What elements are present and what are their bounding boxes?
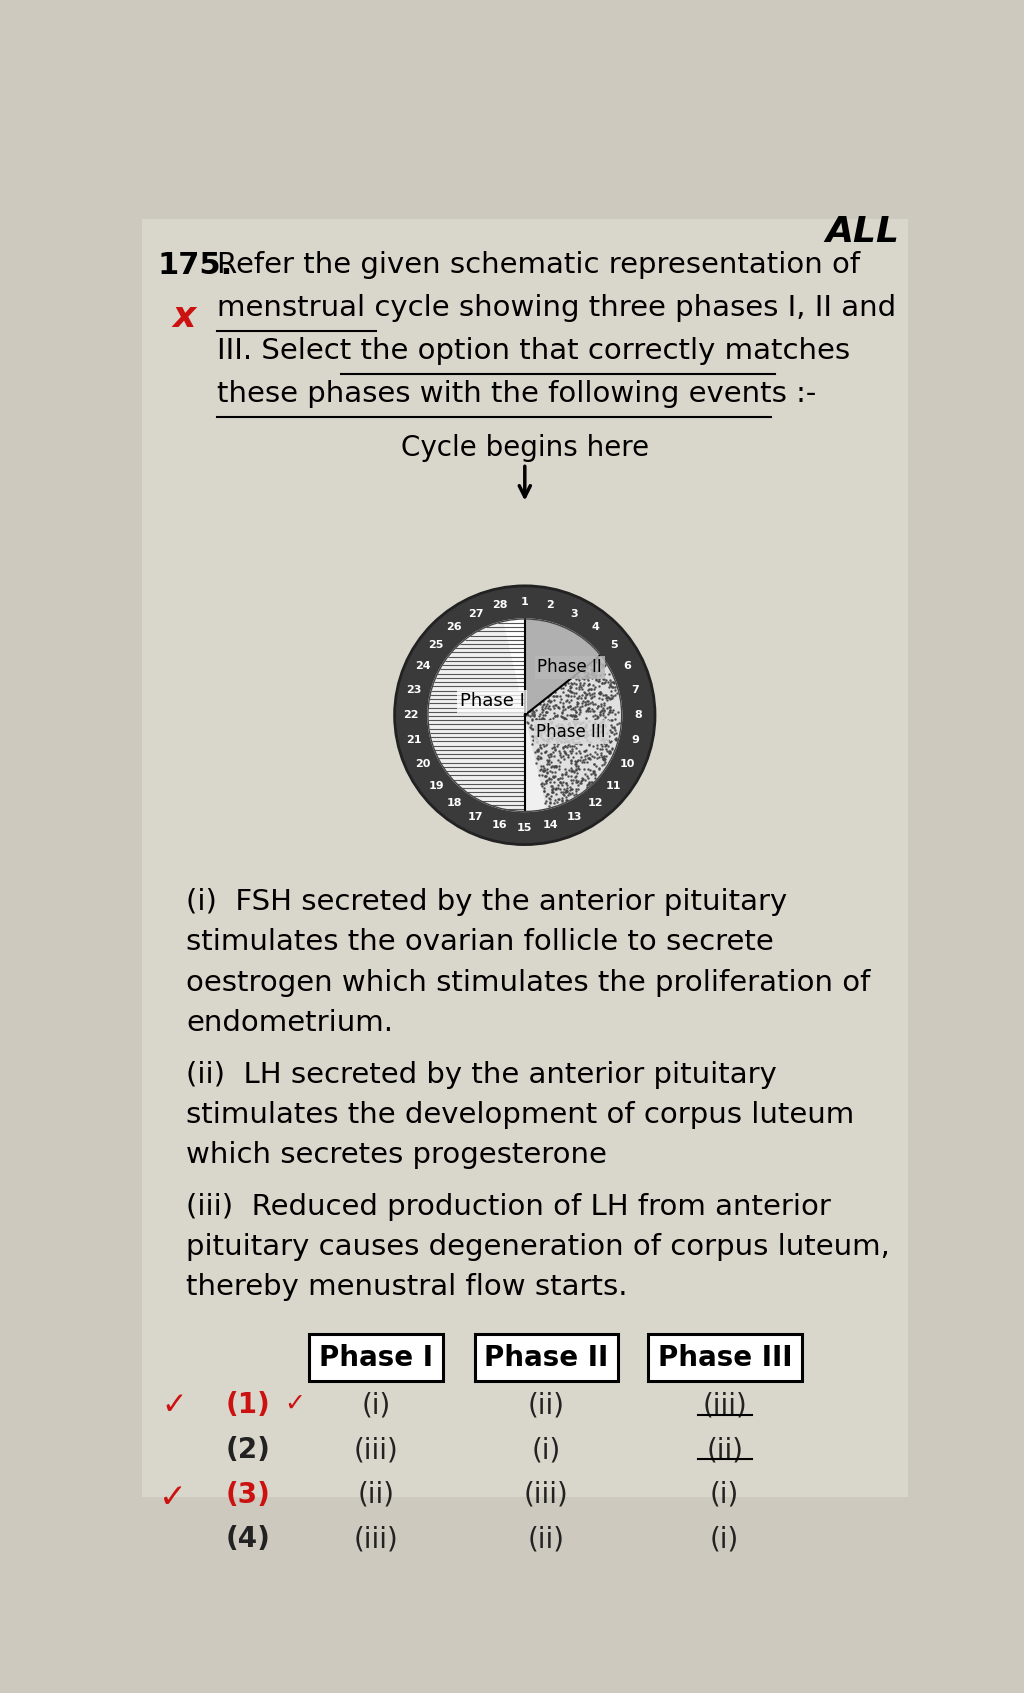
Text: (iii): (iii)	[702, 1392, 748, 1419]
Text: 8: 8	[635, 709, 642, 720]
Text: (iii)  Reduced production of LH from anterior: (iii) Reduced production of LH from ante…	[186, 1194, 831, 1221]
Text: Phase III: Phase III	[657, 1344, 792, 1371]
Text: 26: 26	[446, 621, 462, 631]
Text: 23: 23	[407, 686, 422, 696]
Text: stimulates the development of corpus luteum: stimulates the development of corpus lut…	[186, 1100, 854, 1129]
Wedge shape	[524, 655, 622, 809]
Text: (iii): (iii)	[353, 1436, 398, 1464]
Text: (ii): (ii)	[528, 1525, 565, 1554]
Text: 22: 22	[403, 709, 419, 720]
Text: 27: 27	[468, 608, 483, 618]
Text: which secretes progesterone: which secretes progesterone	[186, 1141, 607, 1168]
Wedge shape	[524, 620, 600, 714]
Text: 18: 18	[446, 799, 462, 808]
Text: 10: 10	[620, 758, 635, 769]
Text: (iii): (iii)	[524, 1481, 569, 1508]
Text: menstrual cycle showing three phases I, II and: menstrual cycle showing three phases I, …	[217, 295, 896, 322]
Text: (i): (i)	[710, 1481, 739, 1508]
Text: ✓: ✓	[162, 1392, 187, 1420]
Text: 21: 21	[407, 735, 422, 745]
Text: 14: 14	[543, 819, 558, 830]
Text: ✓: ✓	[284, 1392, 305, 1415]
Text: Phase II: Phase II	[538, 659, 602, 677]
Text: 15: 15	[517, 823, 532, 833]
Text: 12: 12	[588, 799, 603, 808]
Text: x: x	[172, 300, 196, 334]
Text: 4: 4	[592, 621, 599, 631]
Text: 9: 9	[632, 735, 639, 745]
Text: stimulates the ovarian follicle to secrete: stimulates the ovarian follicle to secre…	[186, 928, 774, 957]
Text: III. Select the option that correctly matches: III. Select the option that correctly ma…	[217, 337, 850, 366]
Text: 3: 3	[570, 608, 578, 618]
Text: Phase I: Phase I	[319, 1344, 433, 1371]
Text: Phase III: Phase III	[537, 723, 606, 742]
Text: thereby menustral flow starts.: thereby menustral flow starts.	[186, 1273, 628, 1300]
Text: 13: 13	[566, 813, 582, 821]
Text: pituitary causes degeneration of corpus luteum,: pituitary causes degeneration of corpus …	[186, 1233, 890, 1261]
Text: 24: 24	[415, 662, 430, 670]
Text: (ii): (ii)	[357, 1481, 394, 1508]
Text: (3): (3)	[225, 1481, 270, 1508]
Text: (i): (i)	[361, 1392, 390, 1419]
Text: (ii): (ii)	[528, 1392, 565, 1419]
Text: Phase II: Phase II	[484, 1344, 608, 1371]
Text: (i): (i)	[710, 1525, 739, 1554]
Text: ALL: ALL	[825, 215, 899, 249]
Text: 25: 25	[428, 640, 443, 650]
Text: oestrogen which stimulates the proliferation of: oestrogen which stimulates the prolifera…	[186, 968, 870, 997]
Text: 5: 5	[609, 640, 617, 650]
Text: 17: 17	[468, 813, 483, 821]
Text: 2: 2	[546, 601, 554, 609]
Text: 28: 28	[492, 601, 507, 609]
Text: 20: 20	[415, 758, 430, 769]
Text: (i)  FSH secreted by the anterior pituitary: (i) FSH secreted by the anterior pituita…	[186, 889, 787, 916]
Text: (ii)  LH secreted by the anterior pituitary: (ii) LH secreted by the anterior pituita…	[186, 1060, 777, 1089]
Text: (4): (4)	[225, 1525, 270, 1554]
Text: ✓: ✓	[159, 1481, 187, 1514]
Circle shape	[394, 586, 655, 845]
Text: 175.: 175.	[158, 251, 232, 279]
Text: 6: 6	[624, 662, 631, 670]
Text: 7: 7	[632, 686, 639, 696]
Circle shape	[428, 620, 622, 811]
Text: 11: 11	[606, 780, 622, 791]
Text: these phases with the following events :-: these phases with the following events :…	[217, 381, 816, 408]
Text: 19: 19	[428, 780, 443, 791]
Text: (2): (2)	[225, 1436, 270, 1464]
Text: 1: 1	[521, 598, 528, 608]
FancyBboxPatch shape	[142, 218, 907, 1497]
Text: (ii): (ii)	[707, 1436, 743, 1464]
Text: Refer the given schematic representation of: Refer the given schematic representation…	[217, 251, 860, 279]
Text: Cycle begins here: Cycle begins here	[400, 433, 649, 462]
Text: (iii): (iii)	[353, 1525, 398, 1554]
Text: endometrium.: endometrium.	[186, 1009, 393, 1036]
Text: Phase I: Phase I	[460, 692, 524, 711]
Wedge shape	[428, 621, 547, 811]
Text: (1): (1)	[225, 1392, 270, 1419]
Text: 16: 16	[492, 819, 507, 830]
Text: (i): (i)	[531, 1436, 561, 1464]
